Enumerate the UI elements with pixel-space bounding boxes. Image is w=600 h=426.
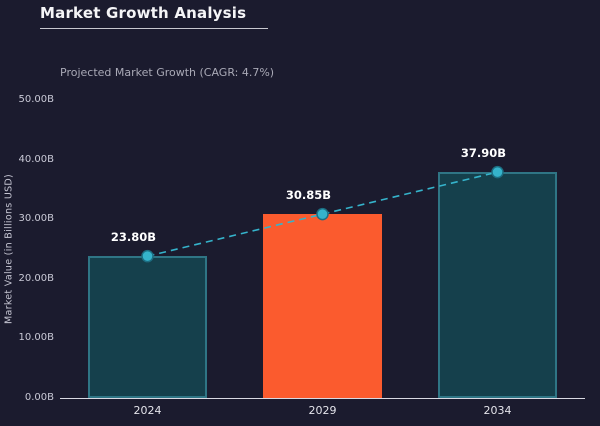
value-label: 23.80B xyxy=(110,230,157,245)
chart-title: Market Growth Analysis xyxy=(40,4,269,29)
x-tick-label: 2029 xyxy=(308,404,337,417)
y-tick-label: 10.00B xyxy=(18,332,55,344)
plot-area: 23.80B 30.85B 37.90B xyxy=(60,100,585,399)
bar-2024[interactable] xyxy=(88,256,207,398)
y-tick-label: 0.00B xyxy=(24,392,54,403)
x-tick-label: 2034 xyxy=(483,404,512,417)
chart-subtitle: Projected Market Growth (CAGR: 4.7%) xyxy=(60,66,275,79)
x-tick-label: 2024 xyxy=(133,404,162,417)
y-tick-label: 40.00B xyxy=(18,153,55,165)
y-tick-label: 30.00B xyxy=(18,213,55,225)
value-label: 37.90B xyxy=(460,146,507,161)
y-axis-title: Market Value (in Billions USD) xyxy=(3,173,15,325)
bar-2034[interactable] xyxy=(438,172,557,398)
y-tick-label: 20.00B xyxy=(18,272,55,284)
value-label: 30.85B xyxy=(285,188,332,203)
y-tick-label: 50.00B xyxy=(18,94,55,105)
bar-2029[interactable] xyxy=(263,214,382,398)
